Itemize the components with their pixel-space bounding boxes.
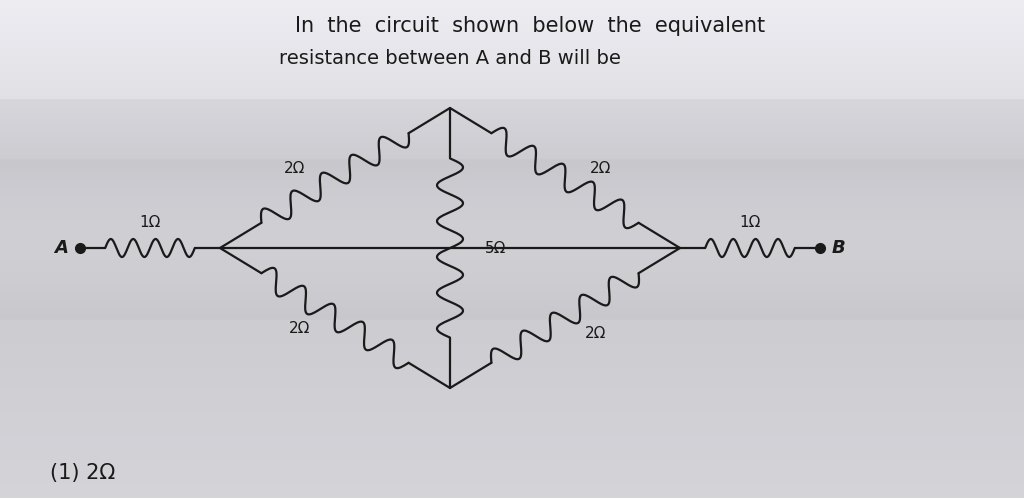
Text: 2Ω: 2Ω — [590, 160, 611, 175]
Text: A: A — [54, 239, 68, 257]
Text: 1Ω: 1Ω — [139, 215, 161, 230]
Text: 2Ω: 2Ω — [284, 160, 305, 175]
Text: (1) 2Ω: (1) 2Ω — [50, 463, 116, 483]
Text: B: B — [831, 239, 846, 257]
Text: 2Ω: 2Ω — [585, 326, 606, 341]
Text: In  the  circuit  shown  below  the  equivalent: In the circuit shown below the equivalen… — [295, 16, 765, 36]
Text: 5Ω: 5Ω — [485, 241, 507, 255]
Text: 2Ω: 2Ω — [289, 321, 310, 336]
Text: 1Ω: 1Ω — [739, 215, 761, 230]
Text: resistance between A and B will be: resistance between A and B will be — [280, 48, 621, 68]
